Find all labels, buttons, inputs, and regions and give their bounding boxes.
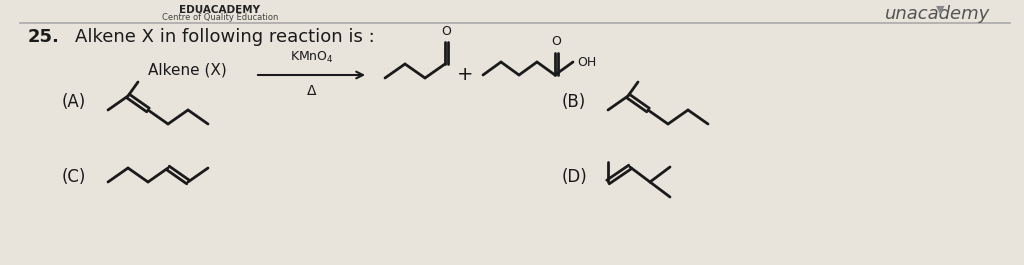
- Text: Alkene (X): Alkene (X): [148, 63, 226, 77]
- Text: (C): (C): [62, 168, 86, 186]
- Text: (D): (D): [562, 168, 588, 186]
- Text: ▼: ▼: [936, 5, 944, 15]
- Text: (B): (B): [562, 93, 587, 111]
- Text: O: O: [441, 25, 451, 38]
- Text: Alkene X in following reaction is :: Alkene X in following reaction is :: [75, 28, 375, 46]
- Text: Centre of Quality Education: Centre of Quality Education: [162, 13, 279, 22]
- Text: +: +: [457, 65, 473, 85]
- Text: (A): (A): [62, 93, 86, 111]
- Text: EDUACADEMY: EDUACADEMY: [179, 5, 260, 15]
- Text: O: O: [551, 35, 561, 48]
- Text: KMnO$_4$: KMnO$_4$: [290, 50, 334, 65]
- Text: OH: OH: [577, 55, 596, 68]
- Text: Δ: Δ: [307, 84, 316, 98]
- Text: 25.: 25.: [28, 28, 59, 46]
- Text: unacademy: unacademy: [885, 5, 990, 23]
